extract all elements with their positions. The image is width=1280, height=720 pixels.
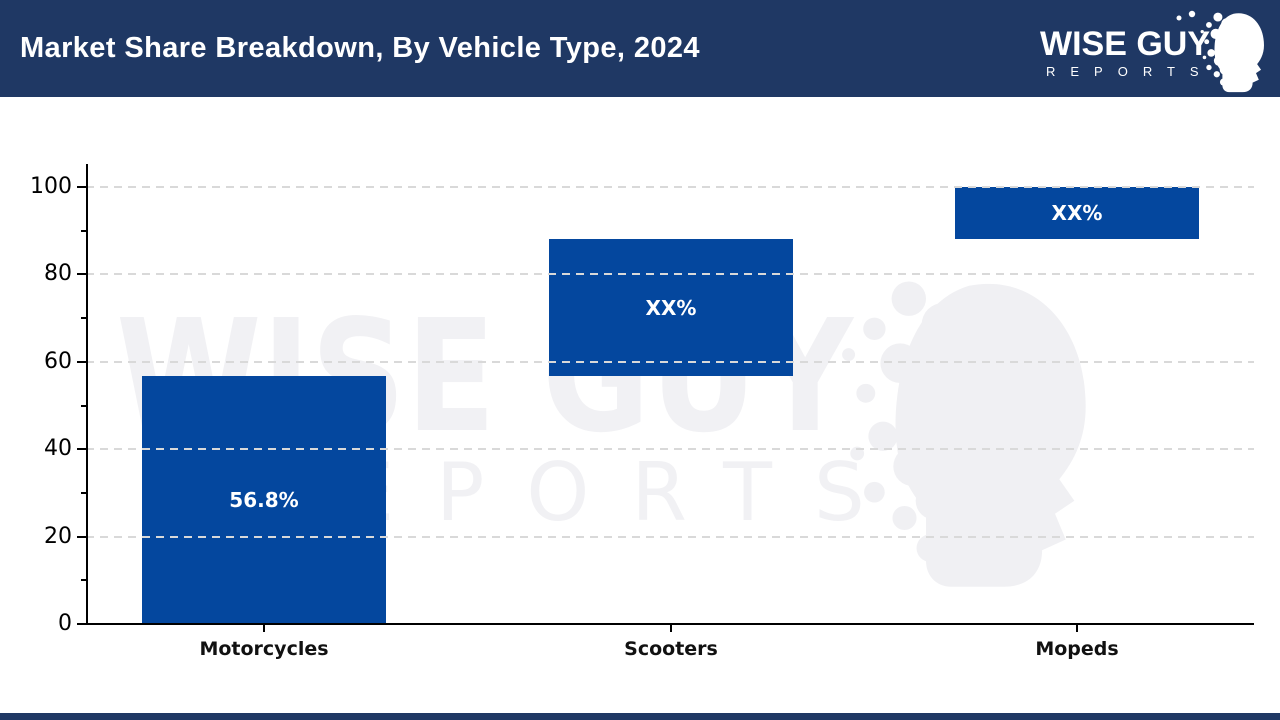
y-minor-tick-50 [81, 404, 86, 407]
bar-value-label: XX% [645, 295, 697, 320]
bar-motorcycles: 56.8% [142, 375, 386, 624]
watermark-head-dots-icon [842, 281, 1086, 587]
x-tick-motorcycles [263, 624, 265, 632]
y-tick-label-100: 100 [30, 174, 72, 199]
logo-accent-dot [1188, 10, 1196, 18]
category-label-motorcycles: Motorcycles [199, 638, 329, 660]
y-tick-80 [77, 273, 86, 276]
footer-bar [0, 713, 1280, 720]
y-tick-100 [77, 186, 86, 188]
gridline-40 [86, 448, 1254, 451]
y-tick-label-40: 40 [44, 436, 72, 462]
y-tick-0 [77, 623, 86, 625]
x-tick-mopeds [1076, 624, 1078, 632]
y-tick-label-0: 0 [58, 611, 72, 636]
gridline-60 [86, 360, 1254, 363]
gridline-20 [86, 535, 1254, 538]
y-tick-60 [77, 360, 86, 363]
x-tick-scooters [670, 624, 672, 632]
bar-scooters: XX% [549, 239, 793, 376]
category-label-mopeds: Mopeds [1035, 638, 1119, 660]
logo-wordmark: WISE GUY [1040, 25, 1210, 63]
logo-subtext: REPORTS [1046, 64, 1214, 79]
header-bar: Market Share Breakdown, By Vehicle Type,… [0, 0, 1280, 97]
bar-value-label: 56.8% [229, 487, 299, 512]
y-tick-label-20: 20 [44, 523, 72, 549]
y-minor-tick-90 [81, 229, 86, 232]
y-tick-label-80: 80 [44, 261, 72, 287]
bar-mopeds: XX% [955, 187, 1199, 240]
y-minor-tick-70 [81, 317, 86, 320]
y-tick-40 [77, 448, 86, 451]
y-tick-20 [77, 535, 86, 538]
y-minor-tick-30 [81, 491, 86, 494]
y-tick-label-60: 60 [44, 348, 72, 374]
wise-guy-reports-logo: WISE GUY REPORTS [1040, 10, 1264, 93]
gridline-80 [86, 273, 1254, 276]
category-label-scooters: Scooters [624, 638, 718, 660]
logo-accent-dot [1176, 15, 1182, 21]
page-title: Market Share Breakdown, By Vehicle Type,… [20, 32, 700, 64]
y-axis-line [86, 164, 88, 625]
y-minor-tick-10 [81, 579, 86, 582]
bar-value-label: XX% [1051, 201, 1103, 226]
logo-text-group: WISE GUY REPORTS [1040, 10, 1214, 79]
logo-head-dots-icon [1200, 12, 1264, 93]
gridline-100 [86, 186, 1254, 188]
